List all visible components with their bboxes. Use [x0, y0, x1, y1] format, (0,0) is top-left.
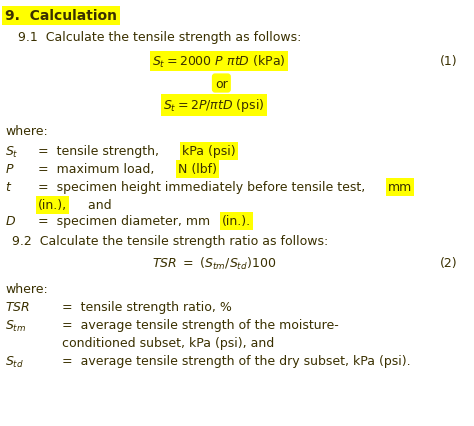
Text: =  average tensile strength of the moisture-: = average tensile strength of the moistu… [62, 319, 339, 332]
Text: where:: where: [5, 125, 48, 138]
Text: and: and [84, 199, 111, 212]
Text: kPa (psi): kPa (psi) [182, 145, 236, 158]
Text: $t$: $t$ [5, 181, 12, 194]
Text: $TSR$: $TSR$ [5, 301, 30, 314]
Text: 9.1  Calculate the tensile strength as follows:: 9.1 Calculate the tensile strength as fo… [18, 32, 301, 44]
Text: where:: where: [5, 283, 48, 296]
Text: N (lbf): N (lbf) [178, 163, 217, 176]
Text: $S_t = 2P/\pi tD\ \mathrm{(psi)}$: $S_t = 2P/\pi tD\ \mathrm{(psi)}$ [163, 97, 264, 114]
Text: =  average tensile strength of the dry subset, kPa (psi).: = average tensile strength of the dry su… [62, 355, 410, 368]
Text: 9.  Calculation: 9. Calculation [5, 9, 117, 23]
Text: $P$: $P$ [5, 163, 15, 176]
Text: mm: mm [388, 181, 412, 194]
Text: conditioned subset, kPa (psi), and: conditioned subset, kPa (psi), and [62, 337, 274, 350]
Text: or: or [215, 77, 228, 90]
Text: $S_t = 2000\ P\ \pi tD\ \mathrm{(kPa)}$: $S_t = 2000\ P\ \pi tD\ \mathrm{(kPa)}$ [152, 54, 286, 70]
Text: =  tensile strength ratio, %: = tensile strength ratio, % [62, 301, 232, 314]
Text: 9.2  Calculate the tensile strength ratio as follows:: 9.2 Calculate the tensile strength ratio… [12, 235, 328, 248]
Text: (in.),: (in.), [38, 199, 67, 212]
Text: =  tensile strength,: = tensile strength, [38, 145, 163, 158]
Text: $D$: $D$ [5, 215, 16, 228]
Text: (in.).: (in.). [222, 215, 251, 228]
Text: =  specimen diameter, mm: = specimen diameter, mm [38, 215, 214, 228]
Text: =  specimen height immediately before tensile test,: = specimen height immediately before ten… [38, 181, 369, 194]
Text: $S_t$: $S_t$ [5, 144, 18, 159]
Text: $TSR\ =\ (S_{tm}/S_{td})100$: $TSR\ =\ (S_{tm}/S_{td})100$ [152, 255, 276, 271]
Text: $S_{tm}$: $S_{tm}$ [5, 318, 26, 333]
Text: $S_{td}$: $S_{td}$ [5, 354, 24, 368]
Text: (1): (1) [440, 55, 457, 68]
Text: =  maximum load,: = maximum load, [38, 163, 158, 176]
Text: (2): (2) [440, 257, 457, 270]
